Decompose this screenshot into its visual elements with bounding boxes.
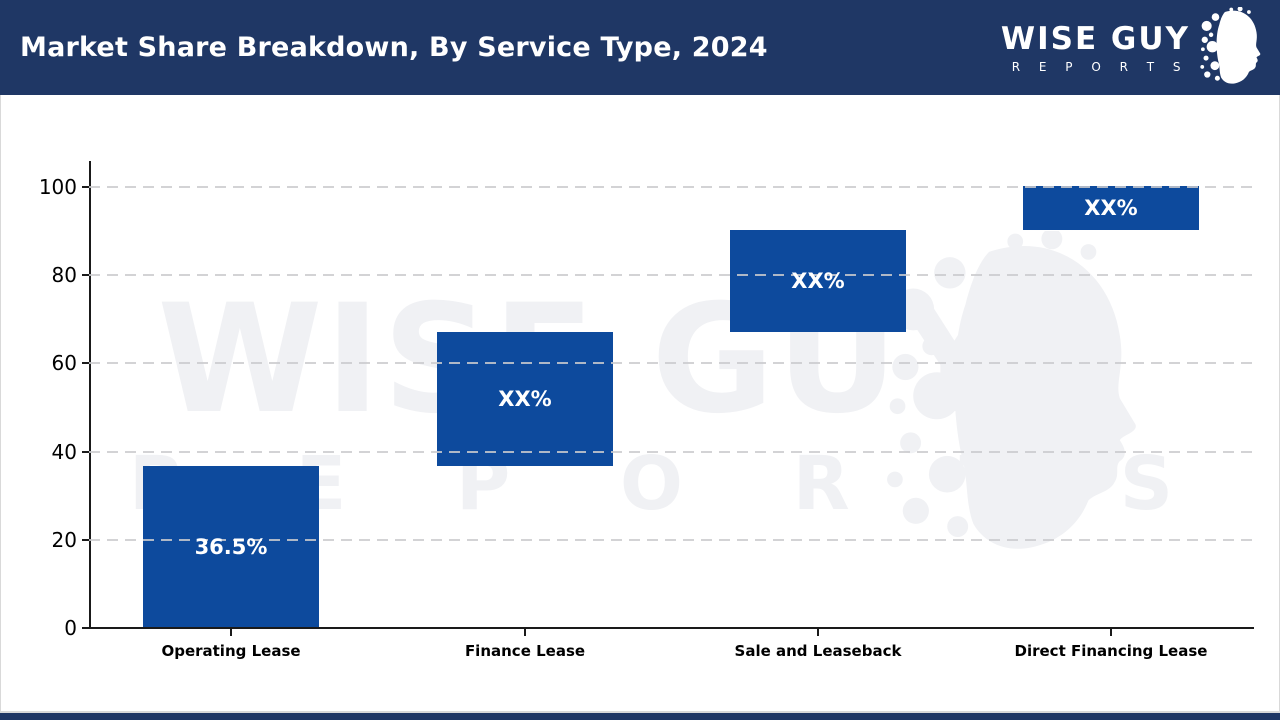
watermark-face-icon (887, 231, 1136, 549)
y-axis-tick (82, 627, 89, 629)
gridline (89, 362, 1254, 365)
y-tick-label: 0 (64, 616, 77, 640)
chart-area: WISE GUY R E P O R T S 0 20 40 60 80 100 36.5%… (0, 95, 1280, 712)
dotted-face-icon (1200, 7, 1261, 84)
wise-guy-logo: WISE GUY R E P O R T S (1001, 6, 1266, 90)
y-axis-tick (82, 274, 89, 277)
y-axis-line (89, 161, 91, 629)
x-axis-tick (1110, 629, 1112, 636)
bar-label: XX% (498, 386, 552, 411)
footer-bar (0, 713, 1280, 720)
y-tick-label: 100 (38, 175, 77, 199)
bar (1023, 186, 1199, 231)
x-tick-label: Sale and Leaseback (734, 642, 902, 660)
y-tick-label: 80 (51, 263, 77, 288)
bar-label: XX% (1084, 196, 1138, 221)
logo-text: WISE GUY R E P O R T S (1000, 20, 1190, 74)
y-tick-label: 20 (51, 527, 77, 552)
y-axis-tick (82, 450, 89, 453)
x-axis-tick (524, 629, 526, 636)
x-tick-label: Operating Lease (161, 642, 301, 660)
logo-wordmark: WISE GUY (1000, 20, 1190, 57)
x-axis-tick (230, 629, 232, 636)
page-title: Market Share Breakdown, By Service Type,… (20, 32, 768, 63)
x-tick-label: Direct Financing Lease (1014, 642, 1208, 660)
y-axis-tick (82, 186, 89, 188)
bar (730, 230, 906, 332)
y-tick-label: 60 (51, 351, 77, 376)
gridline (89, 186, 1254, 188)
x-tick-label: Finance Lease (464, 642, 586, 660)
y-axis-tick (82, 362, 89, 365)
bar-label: 36.5% (194, 534, 268, 559)
y-axis-tick (82, 538, 89, 541)
x-axis-tick (817, 629, 819, 636)
gridline (89, 274, 1254, 277)
y-tick-label: 40 (51, 439, 77, 464)
bar (437, 331, 613, 467)
bar (143, 466, 319, 627)
bar-label: XX% (791, 268, 845, 293)
x-axis-line (89, 627, 1254, 629)
header: Market Share Breakdown, By Service Type,… (0, 0, 1280, 95)
logo-subtitle: R E P O R T S (1011, 59, 1188, 74)
footer-divider (0, 711, 1280, 713)
gridline (89, 450, 1254, 453)
gridline (89, 538, 1254, 541)
